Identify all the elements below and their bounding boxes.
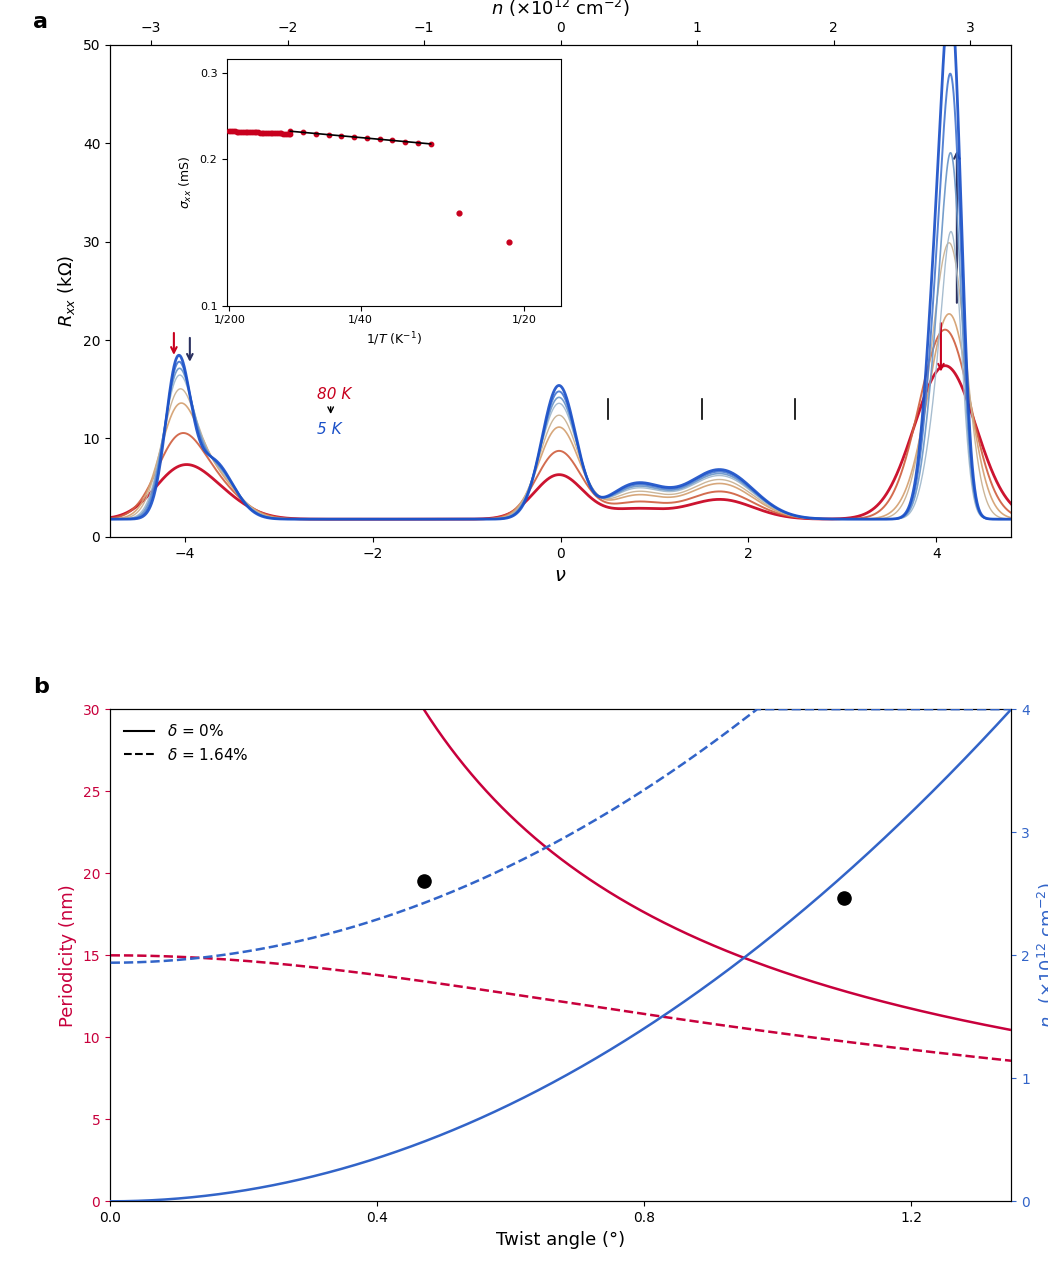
Point	[836, 888, 853, 909]
Text: 5 K: 5 K	[316, 422, 342, 437]
X-axis label: Twist angle (°): Twist angle (°)	[496, 1231, 626, 1249]
Text: 80 K: 80 K	[316, 387, 351, 403]
X-axis label: $n$ ($\times$10$^{12}$ cm$^{-2}$): $n$ ($\times$10$^{12}$ cm$^{-2}$)	[492, 0, 630, 19]
Y-axis label: Periodicity (nm): Periodicity (nm)	[59, 884, 78, 1026]
Legend: $\delta$ = 0%, $\delta$ = 1.64%: $\delta$ = 0%, $\delta$ = 1.64%	[117, 717, 255, 768]
Text: b: b	[34, 677, 49, 697]
Point	[415, 872, 432, 892]
Text: a: a	[34, 13, 48, 32]
Y-axis label: $R_{xx}$ (k$\Omega$): $R_{xx}$ (k$\Omega$)	[57, 254, 78, 327]
Y-axis label: $n_s$ ($\times$10$^{12}$ cm$^{-2}$): $n_s$ ($\times$10$^{12}$ cm$^{-2}$)	[1035, 882, 1048, 1028]
X-axis label: $\nu$: $\nu$	[554, 566, 567, 585]
